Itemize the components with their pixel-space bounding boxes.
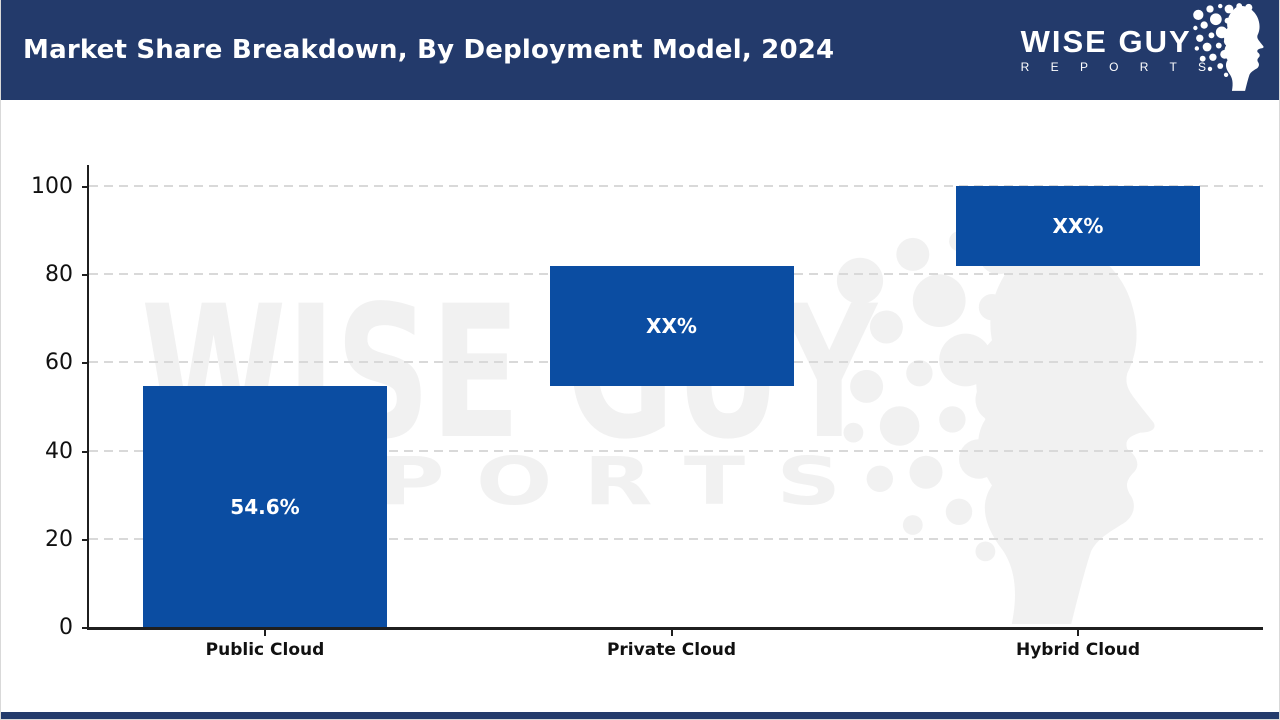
gridline-100 — [89, 185, 1263, 187]
y-tick-label-0: 0 — [59, 615, 73, 640]
logo-tagline: R E P O R T S — [1020, 60, 1215, 74]
y-tick-40 — [82, 450, 87, 453]
y-tick-20 — [82, 538, 87, 541]
x-tick-public-cloud — [264, 630, 266, 636]
x-axis-line — [87, 627, 1263, 630]
footer-bar — [1, 712, 1279, 719]
logo-wordmark-block: WISE GUY R E P O R T S — [1021, 26, 1215, 74]
x-tick-hybrid-cloud — [1077, 630, 1079, 636]
gridline-40 — [89, 449, 1263, 452]
x-tick-private-cloud — [670, 630, 673, 636]
logo-dotted-head-icon — [1193, 3, 1264, 91]
page-title: Market Share Breakdown, By Deployment Mo… — [23, 35, 835, 65]
bar-private-cloud: XX% — [549, 265, 794, 387]
y-tick-label-40: 40 — [45, 438, 73, 464]
y-tick-60 — [82, 362, 87, 365]
bar-hybrid-cloud: XX% — [956, 186, 1200, 266]
bar-value-label-private-cloud: XX% — [646, 314, 697, 338]
x-tick-label-hybrid-cloud: Hybrid Cloud — [1015, 640, 1141, 660]
y-tick-label-100: 100 — [31, 174, 73, 199]
y-tick-label-80: 80 — [45, 262, 73, 288]
x-tick-label-public-cloud: Public Cloud — [205, 640, 325, 660]
brand-logo: WISE GUY R E P O R T S — [1021, 3, 1267, 91]
y-tick-0 — [82, 627, 87, 629]
y-tick-100 — [82, 186, 87, 188]
y-tick-label-60: 60 — [45, 350, 73, 376]
y-tick-80 — [82, 274, 87, 277]
y-tick-label-20: 20 — [45, 526, 73, 552]
y-axis-line — [87, 165, 89, 630]
header-bar: Market Share Breakdown, By Deployment Mo… — [1, 0, 1279, 100]
bar-public-cloud: 54.6% — [143, 386, 387, 627]
gridline-20 — [89, 537, 1263, 540]
logo-wordmark: WISE GUY — [1020, 24, 1192, 59]
bar-value-label-public-cloud: 54.6% — [230, 494, 300, 519]
bar-value-label-hybrid-cloud: XX% — [1052, 213, 1104, 238]
x-tick-label-private-cloud: Private Cloud — [606, 640, 737, 660]
